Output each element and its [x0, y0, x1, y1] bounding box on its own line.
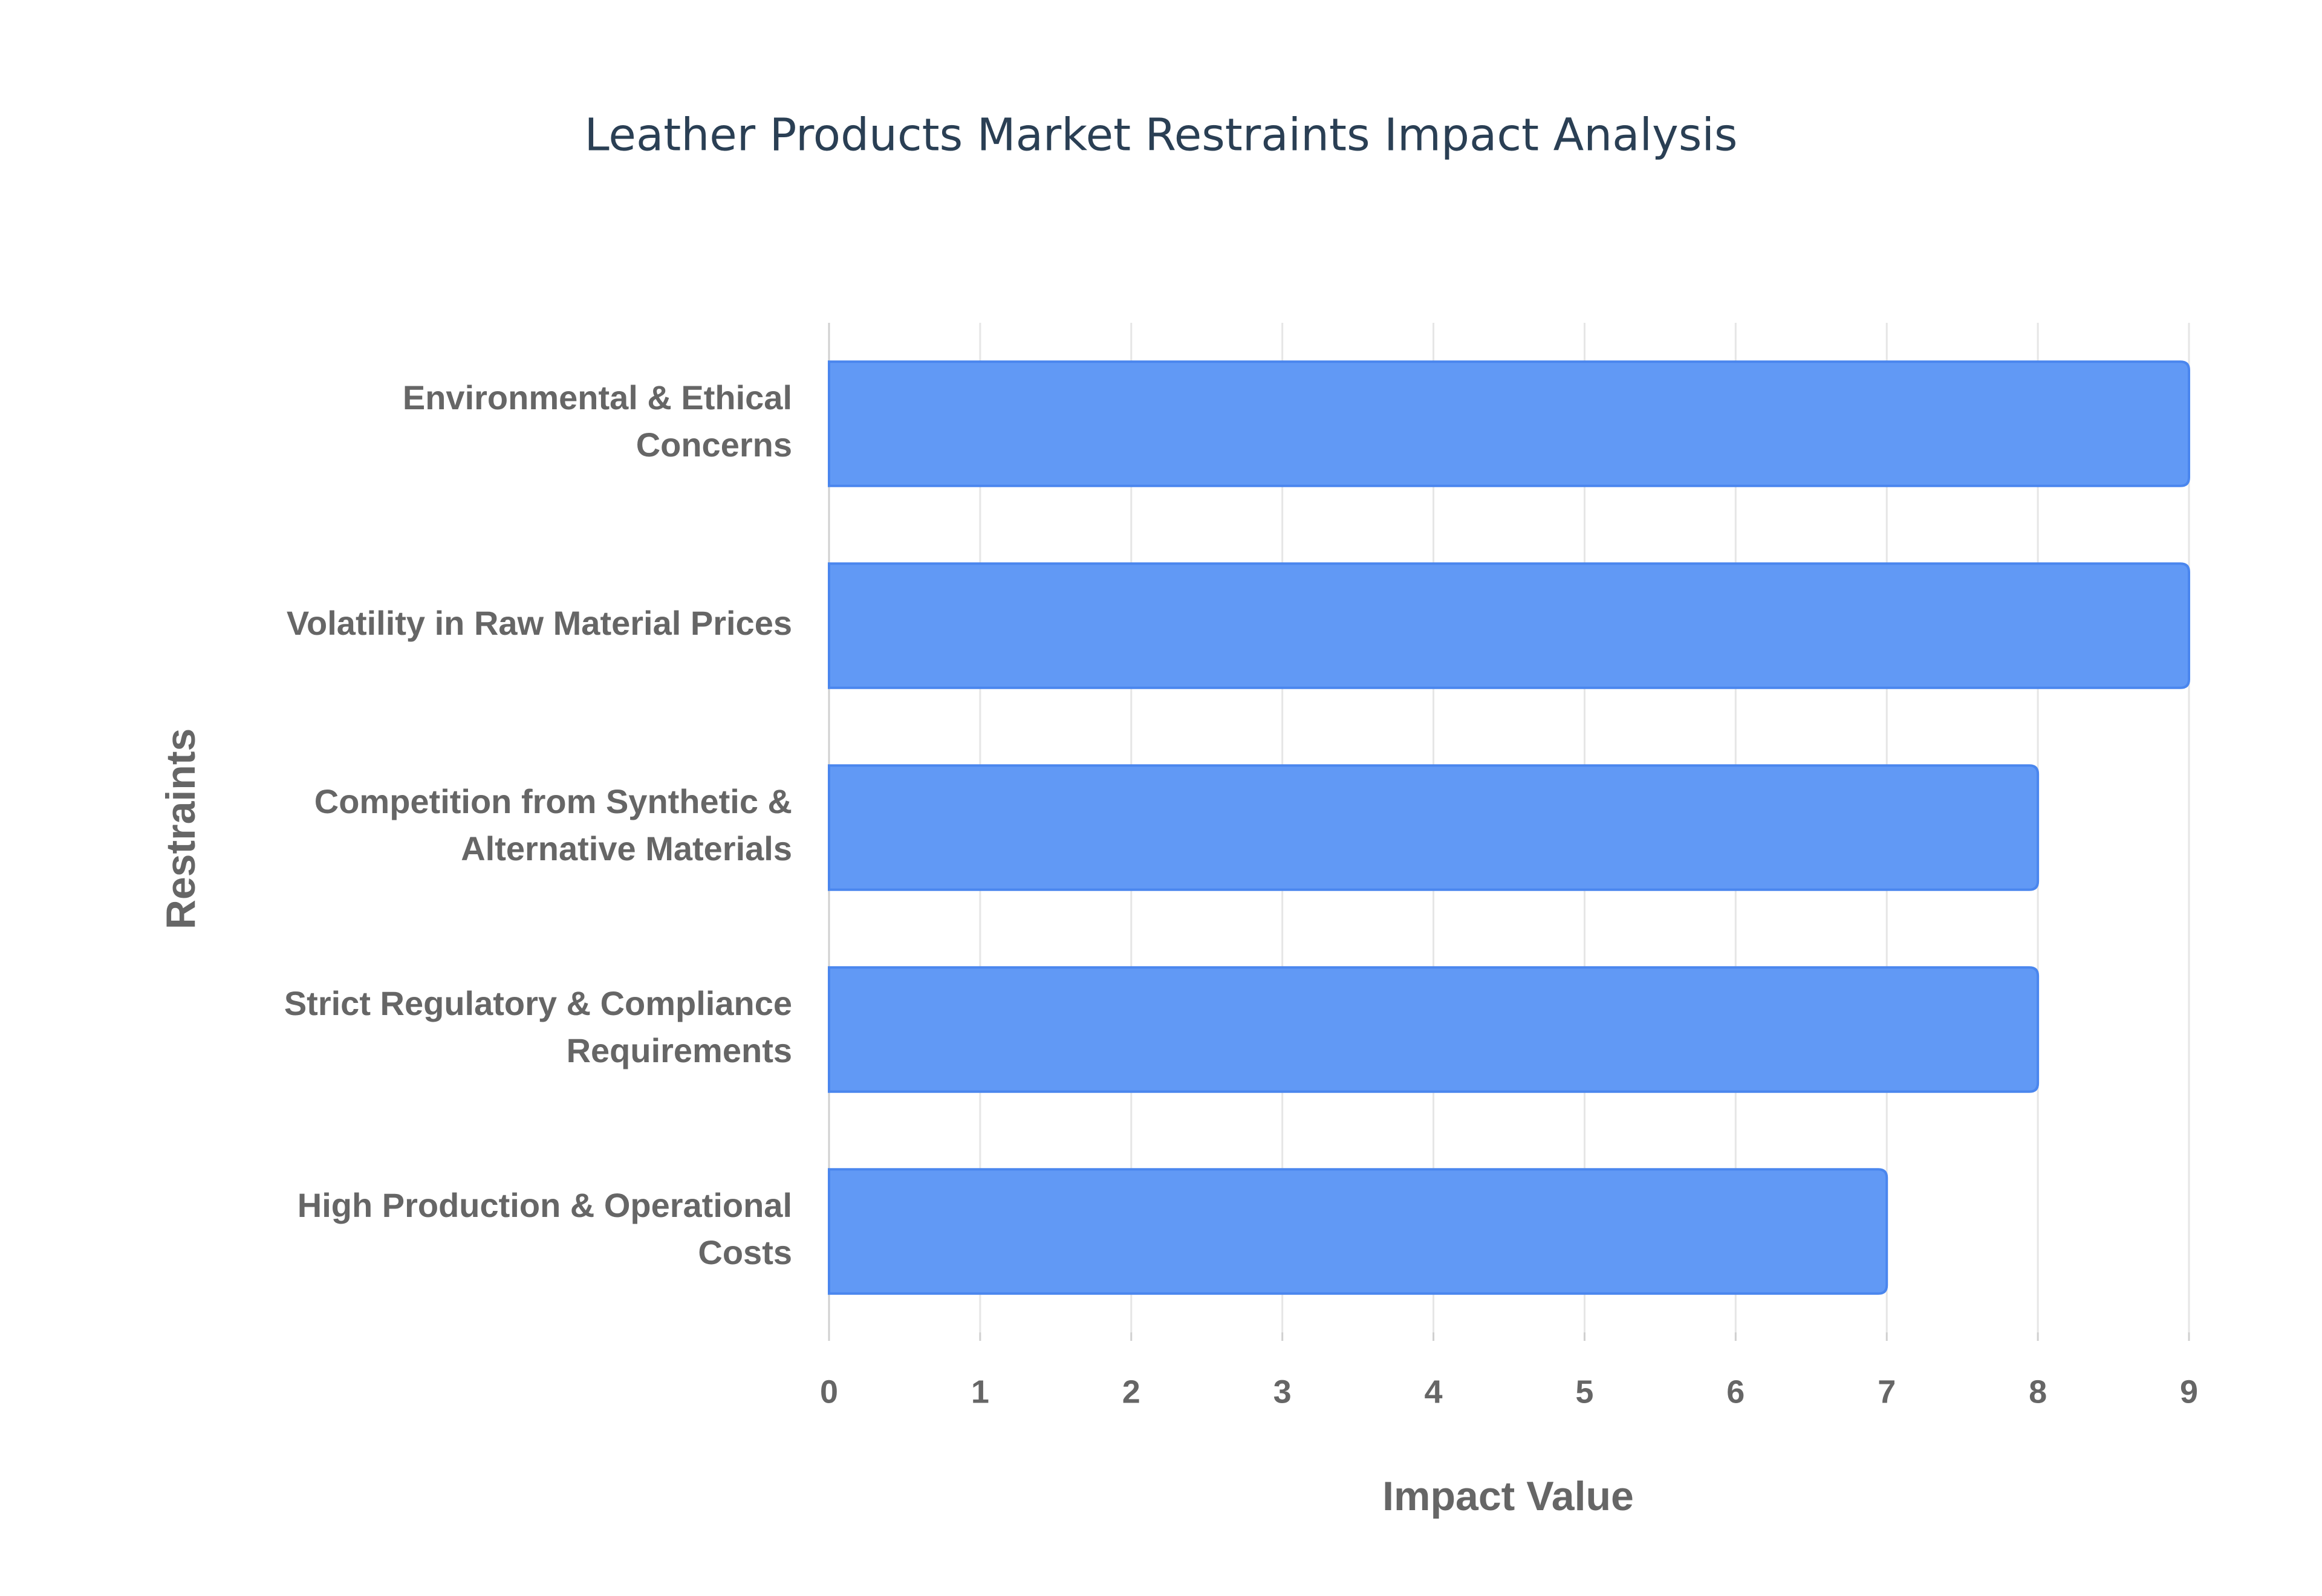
x-tick-label: 0: [820, 1374, 838, 1410]
bar: [828, 1168, 1888, 1295]
bar: [828, 360, 2190, 487]
bar: [828, 562, 2190, 689]
x-tick-label: 8: [2029, 1374, 2047, 1410]
bar: [828, 966, 2040, 1093]
y-axis-title: Restraints: [158, 728, 204, 930]
bar: [828, 764, 2040, 891]
x-tick-label: 7: [1878, 1374, 1896, 1410]
x-tick-label: 9: [2180, 1374, 2198, 1410]
y-tick-label: Volatility in Raw Material Prices: [287, 604, 792, 642]
x-tick-label: 3: [1273, 1374, 1292, 1410]
x-tick-label: 4: [1425, 1374, 1443, 1410]
chart-title: Leather Products Market Restraints Impac…: [585, 109, 1738, 161]
y-tick-label: Competition from Synthetic & Alternative …: [314, 782, 792, 868]
x-tick-label: 1: [971, 1374, 989, 1410]
y-tick-label: Strict Regulatory & Compliance Requiremen…: [284, 984, 792, 1069]
x-tick-label: 6: [1726, 1374, 1745, 1410]
y-tick-label: High Production & Operational Costs: [298, 1186, 792, 1271]
x-tick-label: 2: [1122, 1374, 1140, 1410]
y-tick-label: Environmental & Ethical Concerns: [403, 378, 792, 464]
x-tick-label: 5: [1575, 1374, 1593, 1410]
x-axis-title: Impact Value: [1382, 1473, 1634, 1519]
